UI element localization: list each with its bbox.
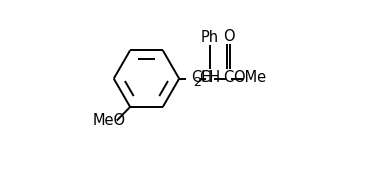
Text: MeO: MeO [92,113,125,128]
Text: CH: CH [191,70,212,85]
Text: OMe: OMe [233,70,266,85]
Text: CH: CH [200,70,221,85]
Text: O: O [223,29,234,44]
Text: Ph: Ph [201,30,219,45]
Text: 2: 2 [193,76,201,89]
Text: C: C [223,70,234,85]
